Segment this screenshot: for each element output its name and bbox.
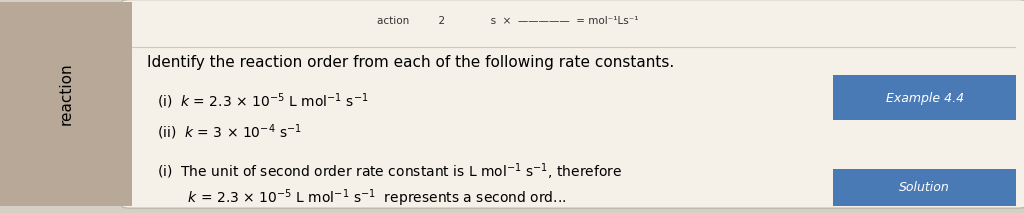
- FancyBboxPatch shape: [834, 75, 1016, 120]
- Text: Example 4.4: Example 4.4: [886, 92, 964, 105]
- Text: $k$ = 2.3 × 10$^{-5}$ L mol$^{-1}$ s$^{-1}$  represents a second ord...: $k$ = 2.3 × 10$^{-5}$ L mol$^{-1}$ s$^{-…: [158, 188, 567, 209]
- Text: Identify the reaction order from each of the following rate constants.: Identify the reaction order from each of…: [147, 55, 675, 70]
- Text: reaction: reaction: [58, 62, 74, 125]
- Text: (i)  The unit of second order rate constant is L mol$^{-1}$ s$^{-1}$, therefore: (i) The unit of second order rate consta…: [158, 161, 623, 182]
- Text: Solution: Solution: [899, 181, 950, 194]
- Text: (ii)  $k$ = 3 × 10$^{-4}$ s$^{-1}$: (ii) $k$ = 3 × 10$^{-4}$ s$^{-1}$: [158, 122, 302, 142]
- Text: action         2              s  ×  —————  = mol⁻¹Ls⁻¹: action 2 s × ————— = mol⁻¹Ls⁻¹: [377, 16, 639, 26]
- FancyBboxPatch shape: [834, 169, 1016, 206]
- FancyBboxPatch shape: [0, 2, 132, 206]
- FancyBboxPatch shape: [122, 0, 1024, 208]
- Text: (i)  $k$ = 2.3 × 10$^{-5}$ L mol$^{-1}$ s$^{-1}$: (i) $k$ = 2.3 × 10$^{-5}$ L mol$^{-1}$ s…: [158, 92, 369, 111]
